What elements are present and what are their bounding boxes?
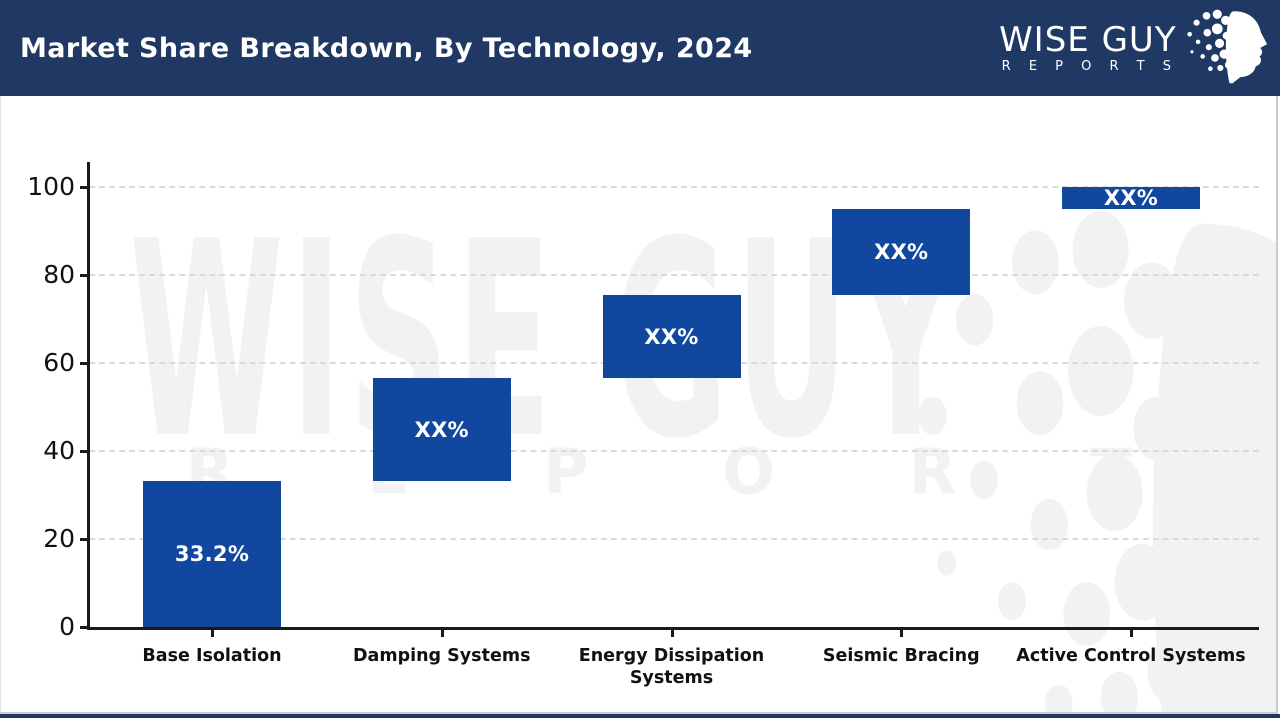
gridline-20 (89, 538, 1259, 540)
gridline-100 (89, 186, 1259, 188)
bar-value-label: XX% (414, 417, 469, 442)
y-tick-60 (80, 362, 89, 365)
logo-wordmark: WISE GUY (999, 20, 1177, 60)
y-tick-label-100: 100 (27, 172, 75, 201)
chart-panel: WISE GUY R E P O R T S 0 20 40 60 80 100 33.2%… (0, 96, 1278, 714)
page-title: Market Share Breakdown, By Technology, 2… (20, 32, 753, 64)
x-tick-0 (211, 629, 214, 637)
bar-value-label: XX% (1103, 186, 1159, 210)
watermark-wordmark: WISE GUY (129, 183, 963, 498)
y-tick-label-20: 20 (43, 524, 75, 553)
y-tick-0 (80, 626, 89, 629)
y-tick-40 (80, 450, 89, 453)
watermark-face-icon (886, 211, 1276, 712)
bar-damping-systems[interactable]: XX% (372, 378, 511, 481)
bar-value-label: XX% (644, 324, 699, 349)
y-tick-label-60: 60 (43, 348, 75, 377)
x-tick-4 (1130, 629, 1133, 637)
y-tick-label-0: 0 (59, 612, 75, 641)
y-tick-label-80: 80 (43, 260, 75, 289)
wiseguy-face-icon (1182, 8, 1274, 88)
category-label-4: Active Control Systems (1016, 646, 1246, 666)
category-label-2: Energy Dissipation Systems (578, 646, 765, 688)
bar-energy-dissipation-systems[interactable]: XX% (602, 294, 741, 379)
category-label-3: Seismic Bracing (822, 646, 980, 666)
y-tick-100 (80, 186, 89, 189)
category-label-1: Damping Systems (353, 646, 531, 666)
bar-value-label: 33.2% (174, 541, 250, 566)
bar-value-label: XX% (874, 239, 929, 264)
x-tick-3 (900, 629, 904, 637)
header-bar: Market Share Breakdown, By Technology, 2… (0, 0, 1280, 96)
y-tick-20 (80, 538, 89, 541)
bar-active-control-systems[interactable]: XX% (1062, 186, 1200, 210)
y-axis-line (87, 162, 90, 630)
footer-bar (0, 714, 1280, 718)
plot-area: 0 20 40 60 80 100 33.2% Base Isolation XX% Dampin… (1, 96, 1276, 712)
gridline-80 (89, 274, 1259, 276)
bar-base-isolation[interactable]: 33.2% (143, 480, 281, 627)
y-tick-80 (80, 274, 89, 277)
logo-text: WISE GUY R E P O R T S (998, 23, 1178, 73)
category-label-0: Base Isolation (142, 646, 282, 666)
x-tick-2 (670, 629, 674, 637)
gridline-40 (89, 450, 1259, 452)
x-axis-line (87, 627, 1259, 630)
y-tick-label-40: 40 (43, 436, 75, 465)
x-tick-1 (440, 629, 444, 637)
wiseguy-logo: WISE GUY R E P O R T S (998, 6, 1274, 90)
bar-seismic-bracing[interactable]: XX% (832, 209, 971, 295)
logo-subtitle: R E P O R T S (1001, 59, 1178, 74)
